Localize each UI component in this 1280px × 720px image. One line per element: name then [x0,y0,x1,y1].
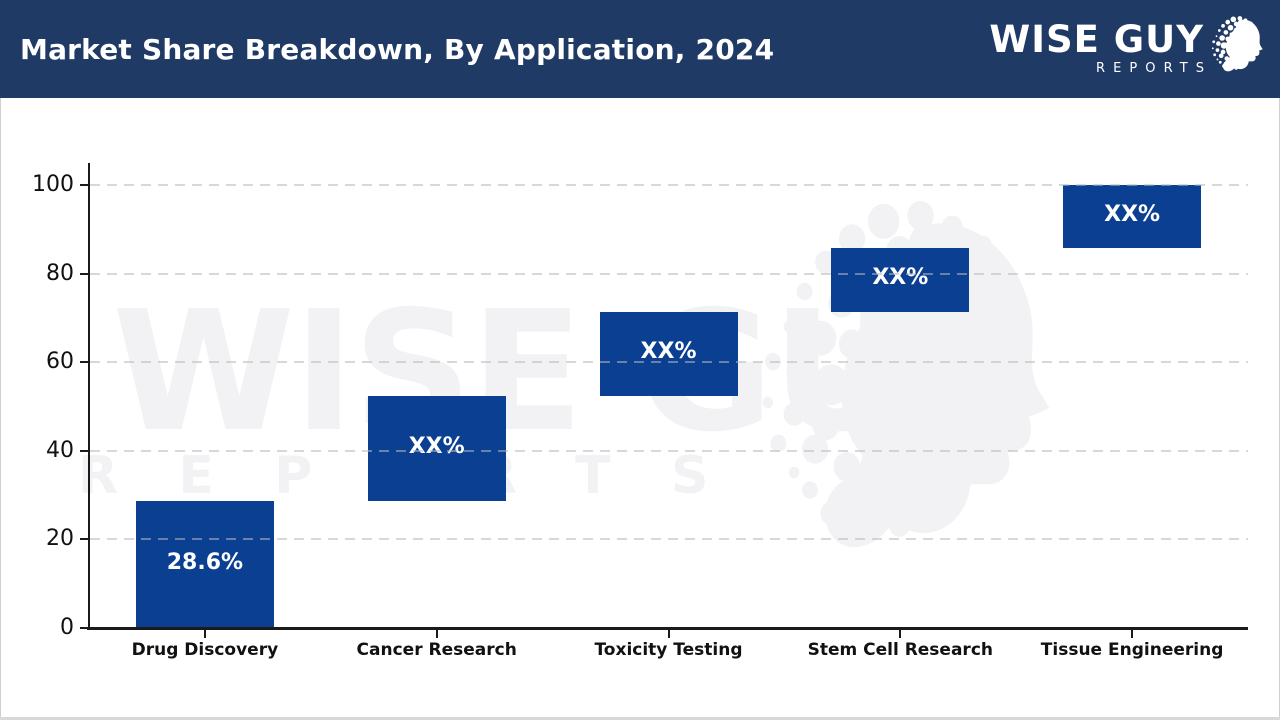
x-axis-tick [435,630,438,638]
y-axis-line [88,163,90,628]
x-axis-tick [1131,630,1134,638]
page-border-bottom [0,717,1280,720]
x-axis-category-label: Cancer Research [356,640,517,660]
x-axis-line [87,627,1248,630]
gridline [90,272,1248,275]
plot-area: 0 20 40 60 80 100 28.6% Drug Discovery XX% Cancer… [0,98,1280,720]
x-axis-tick [667,630,670,638]
y-axis-tick-label: 40 [46,437,74,463]
bar-segment: XX% [1063,185,1202,249]
logo-subtext: REPORTS [1096,61,1213,76]
x-axis-category-label: Stem Cell Research [807,640,993,660]
y-axis-tick [80,361,89,364]
page-title: Market Share Breakdown, By Application, … [20,32,775,66]
y-axis-tick-label: 100 [32,172,74,197]
bar-value-label: XX% [872,265,929,291]
gridline [90,538,1248,541]
logo-wordmark: WISE GUY [989,18,1204,61]
x-axis-category-label: Tissue Engineering [1040,640,1224,660]
header-bar: Market Share Breakdown, By Application, … [0,0,1280,98]
logo-head-dots-icon [1211,16,1263,72]
y-axis-tick-label: 0 [60,615,74,640]
y-axis-tick-label: 80 [46,260,74,286]
bar-value-label: XX% [640,338,697,364]
bar-segment: XX% [599,311,738,396]
y-axis-tick-label: 20 [46,526,74,552]
y-axis-tick [80,272,89,275]
bar-segment: XX% [831,248,970,312]
y-axis-tick [80,184,89,186]
x-axis-category-label: Toxicity Testing [594,640,743,660]
y-axis-tick-label: 60 [46,349,74,375]
x-axis-category-label: Drug Discovery [131,640,279,660]
bar-segment: XX% [367,395,506,502]
logo-text: WISE GUY REPORTS [989,21,1204,75]
x-axis-tick [899,630,902,638]
wise-guy-logo: WISE GUY REPORTS [989,8,1266,82]
page-border-left [0,98,1,720]
bar-value-label: XX% [408,433,465,459]
gridline [90,361,1248,364]
y-axis-tick [80,627,89,629]
y-axis-tick [80,538,89,541]
bar-value-label: 28.6% [166,549,244,575]
gridline [90,449,1248,452]
bar-segment: 28.6% [135,501,274,628]
x-axis-tick [203,630,206,638]
y-axis-tick [80,449,89,452]
gridline [90,184,1248,186]
bar-value-label: XX% [1104,201,1161,227]
